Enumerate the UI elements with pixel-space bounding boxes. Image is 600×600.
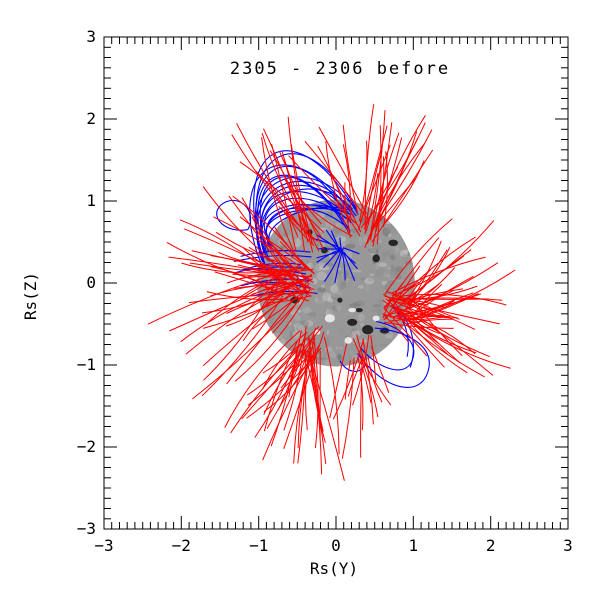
magnetogram-dark-spot [388,239,399,246]
open-field-lines [147,104,516,481]
y-tick-label: −3 [77,519,96,538]
x-tick-label: 1 [408,536,418,555]
magnetogram-dark-spot [321,247,328,254]
x-tick-label: 3 [563,536,573,555]
x-tick-label: 0 [331,536,341,555]
magnetogram-bright-spot [324,314,335,323]
magnetogram-bright-spot [344,337,353,344]
y-tick-label: 2 [86,109,96,128]
magnetogram-bright-spot [348,308,357,313]
magnetogram-bright-spot [372,315,380,321]
magnetogram-dark-spot [362,325,374,335]
magnetogram-dark-spot [337,297,343,303]
y-tick-label: −1 [77,355,96,374]
y-tick-label: 1 [86,191,96,210]
x-tick-label: 2 [486,536,496,555]
axes-frame: −3 −2 −1 0 1 2 3 −3 −2 −1 0 1 2 3 [77,27,573,555]
magnetogram-dark-spot [355,308,363,313]
x-axis-label: Rs(Y) [310,559,358,578]
plot-title: 2305 - 2306 before [230,59,450,79]
x-tick-label: −3 [94,536,113,555]
y-tick-label: −2 [77,437,96,456]
y-tick-label: 3 [86,27,96,46]
x-tick-label: −2 [172,536,191,555]
magnetogram-dark-spot [347,318,358,326]
y-axis-label: Rs(Z) [21,272,40,320]
y-tick-label: 0 [86,273,96,292]
magnetogram-dark-spot [372,254,380,263]
x-tick-label: −1 [249,536,268,555]
